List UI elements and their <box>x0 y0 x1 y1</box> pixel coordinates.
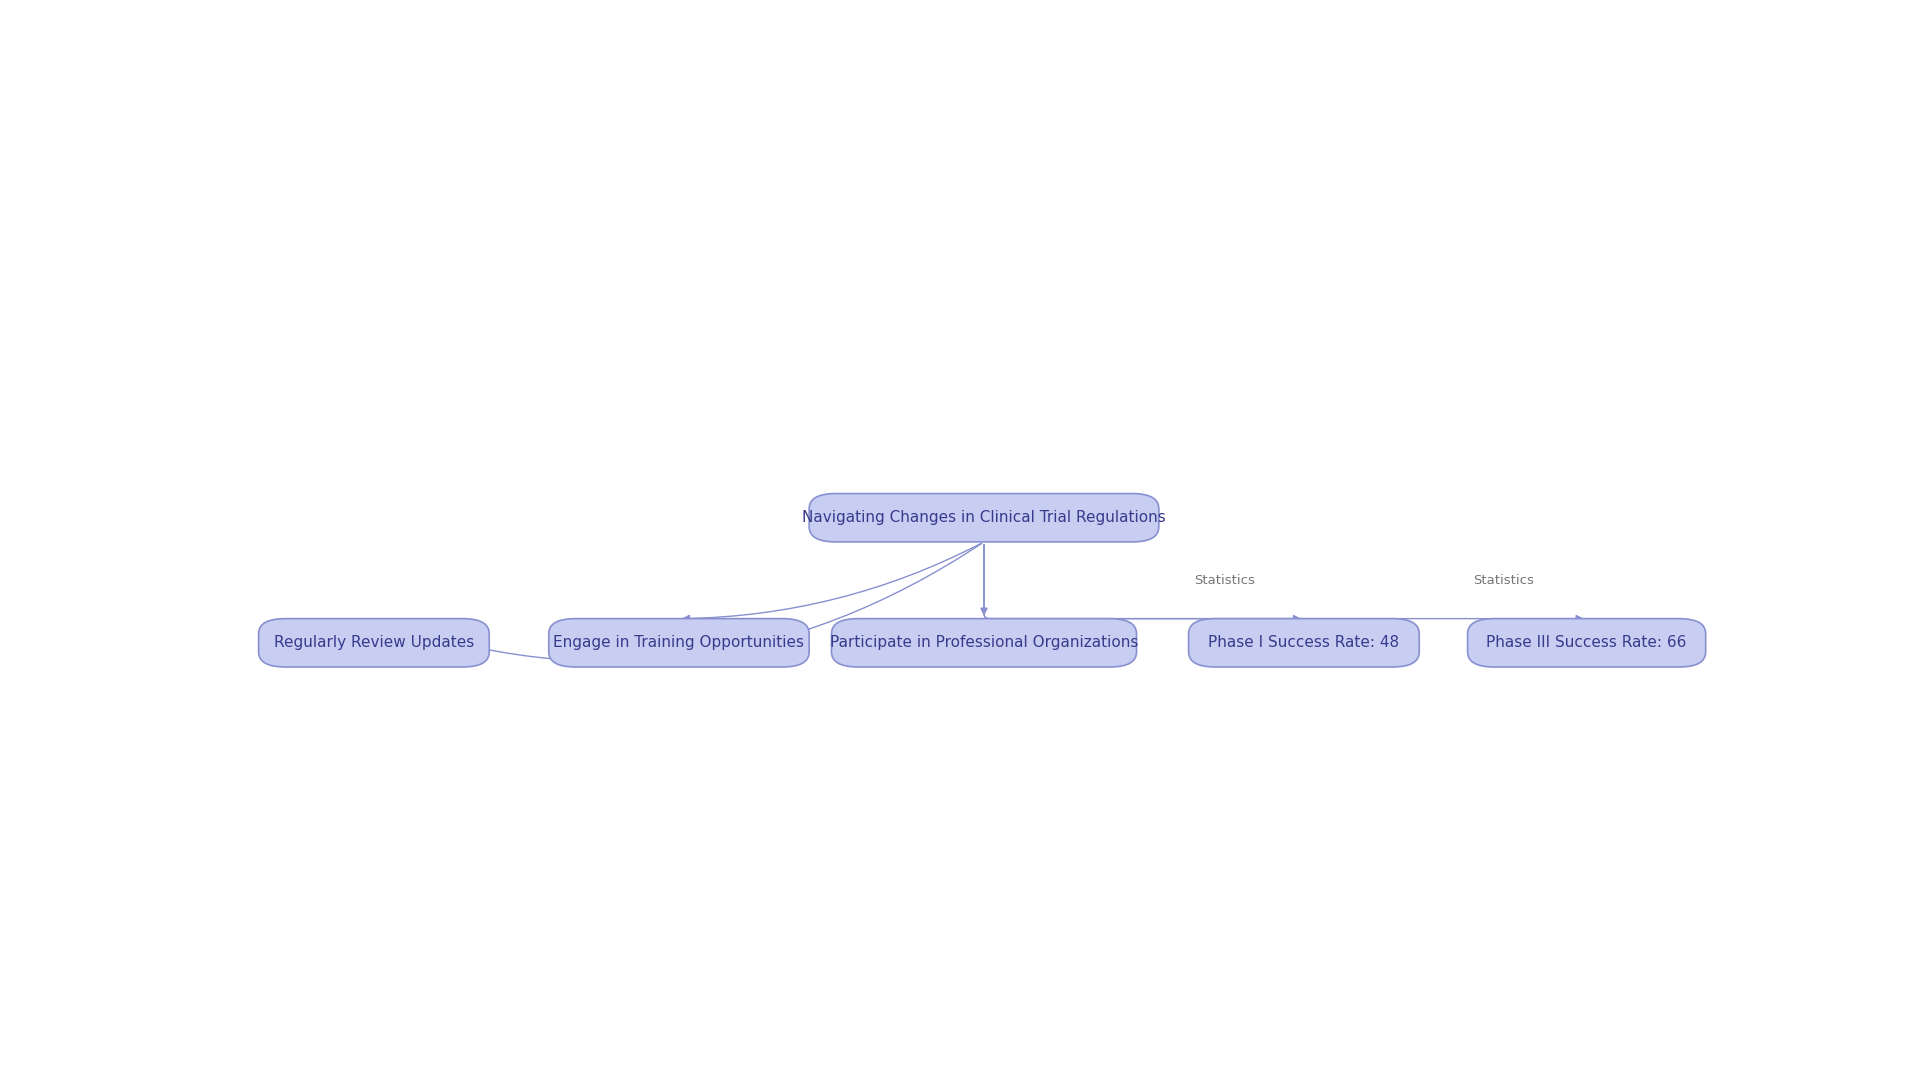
FancyBboxPatch shape <box>549 618 808 667</box>
Text: Engage in Training Opportunities: Engage in Training Opportunities <box>553 636 804 650</box>
Text: Statistics: Statistics <box>1473 574 1534 587</box>
Text: Phase III Success Rate: 66: Phase III Success Rate: 66 <box>1486 636 1688 650</box>
FancyBboxPatch shape <box>259 618 490 667</box>
FancyBboxPatch shape <box>808 494 1160 542</box>
FancyBboxPatch shape <box>831 618 1137 667</box>
Text: Regularly Review Updates: Regularly Review Updates <box>275 636 474 650</box>
Text: Participate in Professional Organizations: Participate in Professional Organization… <box>829 636 1139 650</box>
FancyBboxPatch shape <box>1467 618 1705 667</box>
Text: Navigating Changes in Clinical Trial Regulations: Navigating Changes in Clinical Trial Reg… <box>803 510 1165 525</box>
Text: Phase I Success Rate: 48: Phase I Success Rate: 48 <box>1208 636 1400 650</box>
FancyBboxPatch shape <box>1188 618 1419 667</box>
Text: Statistics: Statistics <box>1194 574 1256 587</box>
